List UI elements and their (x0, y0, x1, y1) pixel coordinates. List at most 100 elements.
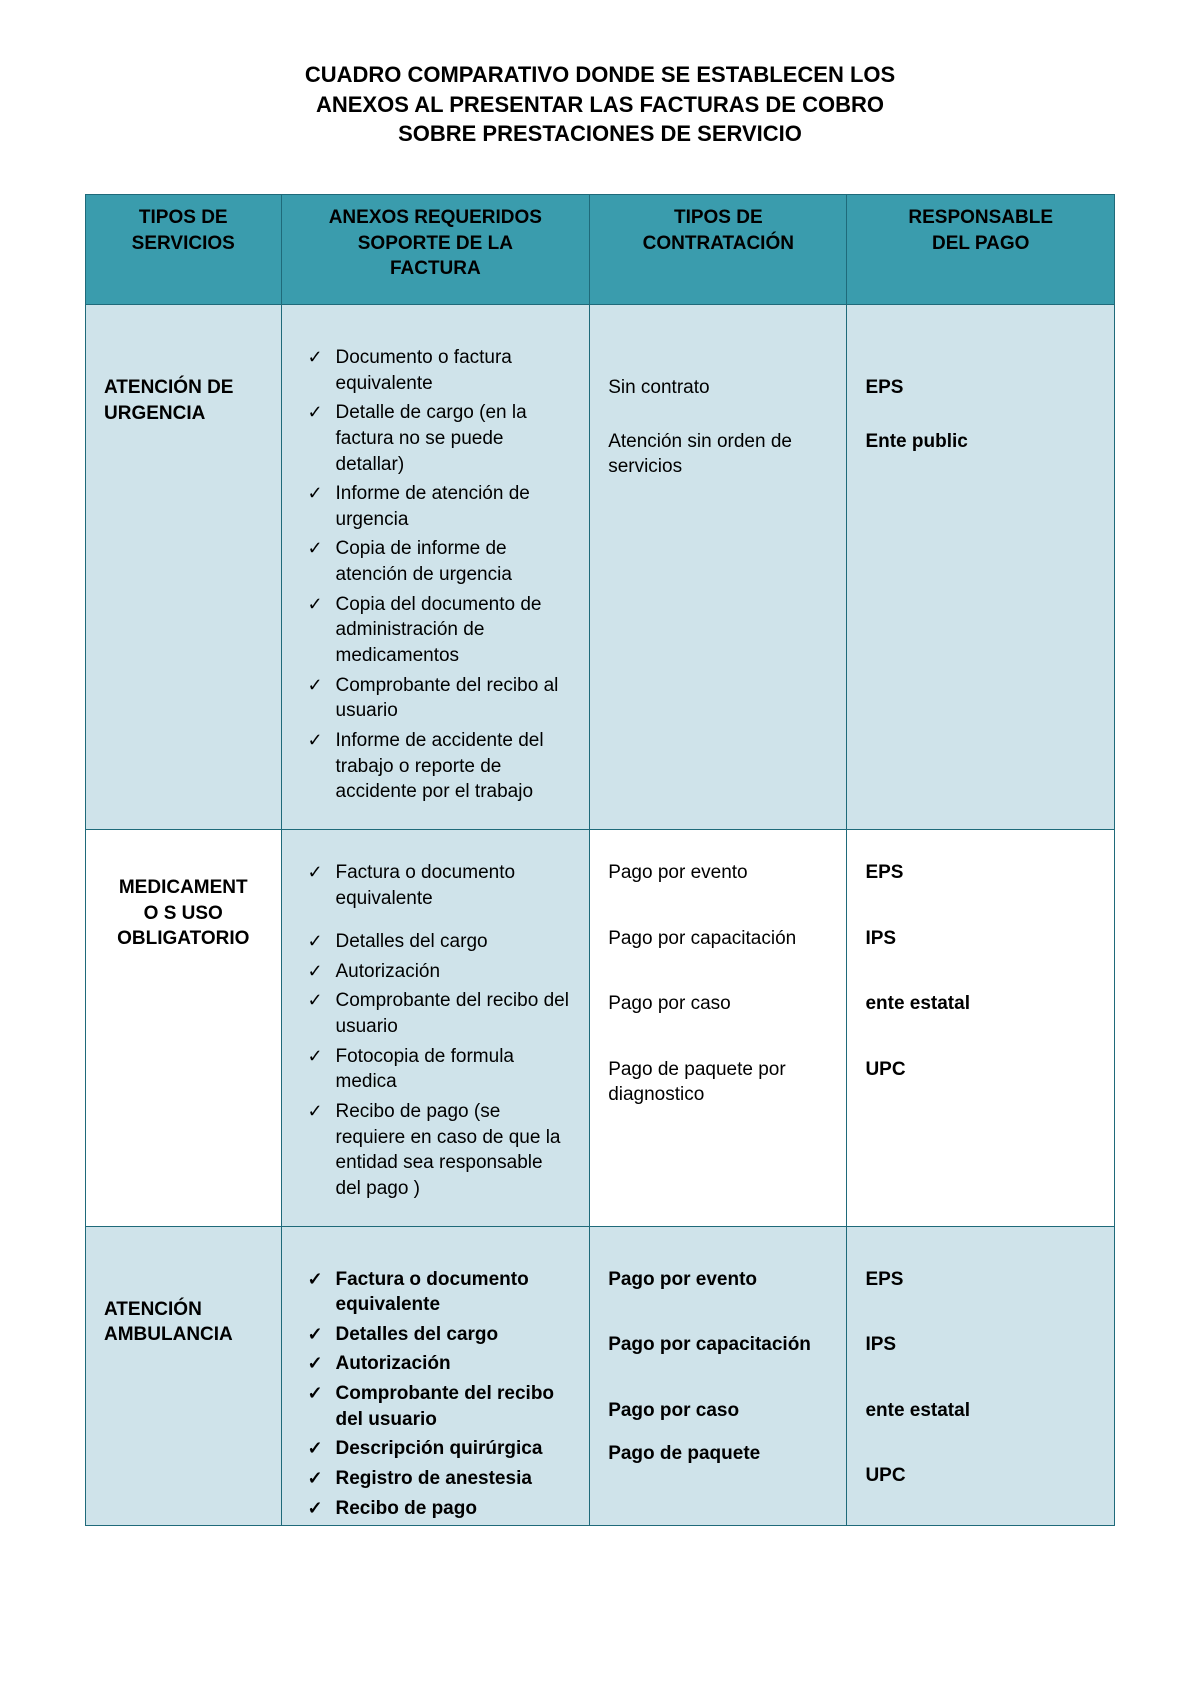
list-item: Autorización (304, 959, 572, 985)
list-item-text: Copia de informe de atención de urgencia (336, 538, 512, 585)
list-item: Copia de informe de atención de urgencia (304, 536, 572, 587)
list-item-text: Autorización (336, 1353, 451, 1374)
title-line-3: SOBRE PRESTACIONES DE SERVICIO (398, 121, 802, 146)
contratacion-item: Pago por evento (608, 860, 828, 886)
title-line-2: ANEXOS AL PRESENTAR LAS FACTURAS DE COBR… (316, 92, 884, 117)
table-row: MEDICAMENT O S USO OBLIGATORIO Factura o… (86, 829, 1115, 1226)
list-item-text: Copia del documento de administración de… (336, 594, 542, 666)
list-item: Detalle de cargo (en la factura no se pu… (304, 400, 572, 477)
responsable-item: IPS (865, 1332, 1096, 1358)
contratacion-item: Pago por caso (608, 1398, 828, 1424)
list-item: Autorización (304, 1351, 572, 1377)
list-item: Informe de accidente del trabajo o repor… (304, 728, 572, 805)
header-text: RESPONSABLE (908, 207, 1053, 228)
servicio-line: AMBULANCIA (104, 1324, 233, 1345)
servicio-line: URGENCIA (104, 403, 205, 424)
cell-servicio: MEDICAMENT O S USO OBLIGATORIO (86, 829, 282, 1226)
list-item-text: Documento o factura equivalente (336, 347, 512, 394)
list-item-text: Descripción quirúrgica (336, 1438, 543, 1459)
title-line-1: CUADRO COMPARATIVO DONDE SE ESTABLECEN L… (305, 62, 895, 87)
page: CUADRO COMPARATIVO DONDE SE ESTABLECEN L… (0, 0, 1200, 1698)
responsable-item: EPS (865, 860, 1096, 886)
anexos-list: Factura o documento equivalente Detalles… (300, 1267, 572, 1522)
cell-servicio: ATENCIÓN AMBULANCIA (86, 1226, 282, 1526)
contratacion-item: Pago por capacitación (608, 1332, 828, 1358)
list-item-text: Informe de accidente del trabajo o repor… (336, 730, 544, 802)
list-item: Recibo de pago (se requiere en caso de q… (304, 1099, 572, 1202)
responsable-item: UPC (865, 1057, 1096, 1083)
list-item: Informe de atención de urgencia (304, 481, 572, 532)
list-item: Comprobante del recibo del usuario (304, 988, 572, 1039)
list-item-text: Comprobante del recibo del usuario (336, 1383, 555, 1430)
cell-servicio: ATENCIÓN DE URGENCIA (86, 304, 282, 829)
responsable-item: ente estatal (865, 991, 1096, 1017)
header-text: DEL PAGO (932, 233, 1029, 254)
list-item: Detalles del cargo (304, 1322, 572, 1348)
document-title: CUADRO COMPARATIVO DONDE SE ESTABLECEN L… (85, 60, 1115, 149)
list-item: Registro de anestesia (304, 1466, 572, 1492)
cell-anexos: Documento o factura equivalente Detalle … (281, 304, 590, 829)
list-item-text: Factura o documento equivalente (336, 1269, 529, 1316)
header-text: SOPORTE DE LA (358, 233, 513, 254)
header-responsable: RESPONSABLE DEL PAGO (847, 195, 1115, 305)
header-text: ANEXOS REQUERIDOS (329, 207, 542, 228)
list-item-text: Registro de anestesia (336, 1468, 532, 1489)
list-item-text: Comprobante del recibo del usuario (336, 990, 569, 1037)
list-item: Descripción quirúrgica (304, 1436, 572, 1462)
cell-contratacion: Pago por evento Pago por capacitación Pa… (590, 1226, 847, 1526)
cell-responsable: EPS IPS ente estatal UPC (847, 1226, 1115, 1526)
contratacion-item: Pago de paquete (608, 1441, 828, 1467)
list-item-text: Informe de atención de urgencia (336, 483, 530, 530)
list-item: Comprobante del recibo al usuario (304, 673, 572, 724)
anexos-list: Factura o documento equivalente Detalles… (300, 860, 572, 1202)
list-item: Detalles del cargo (304, 929, 572, 955)
list-item-text: Recibo de pago (se requiere en caso de q… (336, 1101, 561, 1199)
header-text: FACTURA (390, 258, 481, 279)
responsable-item: EPS (865, 375, 1096, 401)
list-item-text: Factura o documento equivalente (336, 862, 516, 909)
list-item-text: Recibo de pago (336, 1498, 477, 1519)
servicio-line: ATENCIÓN (104, 1299, 202, 1320)
header-tipos-servicios: TIPOS DE SERVICIOS (86, 195, 282, 305)
header-text: CONTRATACIÓN (643, 233, 794, 254)
list-item-text: Detalles del cargo (336, 931, 488, 952)
header-text: TIPOS DE (674, 207, 763, 228)
anexos-list: Documento o factura equivalente Detalle … (300, 345, 572, 805)
comparison-table: TIPOS DE SERVICIOS ANEXOS REQUERIDOS SOP… (85, 194, 1115, 1526)
header-text: SERVICIOS (132, 233, 235, 254)
list-item: Recibo de pago (304, 1496, 572, 1522)
responsable-item: ente estatal (865, 1398, 1096, 1424)
cell-contratacion: Sin contrato Atención sin orden de servi… (590, 304, 847, 829)
cell-anexos: Factura o documento equivalente Detalles… (281, 829, 590, 1226)
contratacion-item: Pago por capacitación (608, 926, 828, 952)
responsable-item: EPS (865, 1267, 1096, 1293)
cell-responsable: EPS IPS ente estatal UPC (847, 829, 1115, 1226)
list-item-text: Detalle de cargo (en la factura no se pu… (336, 402, 527, 474)
responsable-item: Ente public (865, 429, 1096, 455)
servicio-line: ATENCIÓN DE (104, 377, 233, 398)
responsable-item: UPC (865, 1463, 1096, 1489)
table-body: ATENCIÓN DE URGENCIA Documento o factura… (86, 304, 1115, 1525)
table-row: ATENCIÓN AMBULANCIA Factura o documento … (86, 1226, 1115, 1526)
list-item-text: Autorización (336, 961, 441, 982)
contratacion-item: Pago por caso (608, 991, 828, 1017)
contratacion-item: Sin contrato (608, 375, 828, 401)
table-header-row: TIPOS DE SERVICIOS ANEXOS REQUERIDOS SOP… (86, 195, 1115, 305)
list-item: Comprobante del recibo del usuario (304, 1381, 572, 1432)
responsable-item: IPS (865, 926, 1096, 952)
list-item: Factura o documento equivalente (304, 1267, 572, 1318)
cell-contratacion: Pago por evento Pago por capacitación Pa… (590, 829, 847, 1226)
list-item: Fotocopia de formula medica (304, 1044, 572, 1095)
list-item-text: Fotocopia de formula medica (336, 1046, 515, 1093)
cell-anexos: Factura o documento equivalente Detalles… (281, 1226, 590, 1526)
header-anexos: ANEXOS REQUERIDOS SOPORTE DE LA FACTURA (281, 195, 590, 305)
list-item: Factura o documento equivalente (304, 860, 572, 911)
contratacion-item: Pago de paquete por diagnostico (608, 1057, 828, 1108)
list-item-text: Detalles del cargo (336, 1324, 499, 1345)
list-item: Copia del documento de administración de… (304, 592, 572, 669)
header-text: TIPOS DE (139, 207, 228, 228)
servicio-line: O S USO (144, 903, 223, 924)
list-item: Documento o factura equivalente (304, 345, 572, 396)
servicio-line: MEDICAMENT (119, 877, 248, 898)
table-row: ATENCIÓN DE URGENCIA Documento o factura… (86, 304, 1115, 829)
